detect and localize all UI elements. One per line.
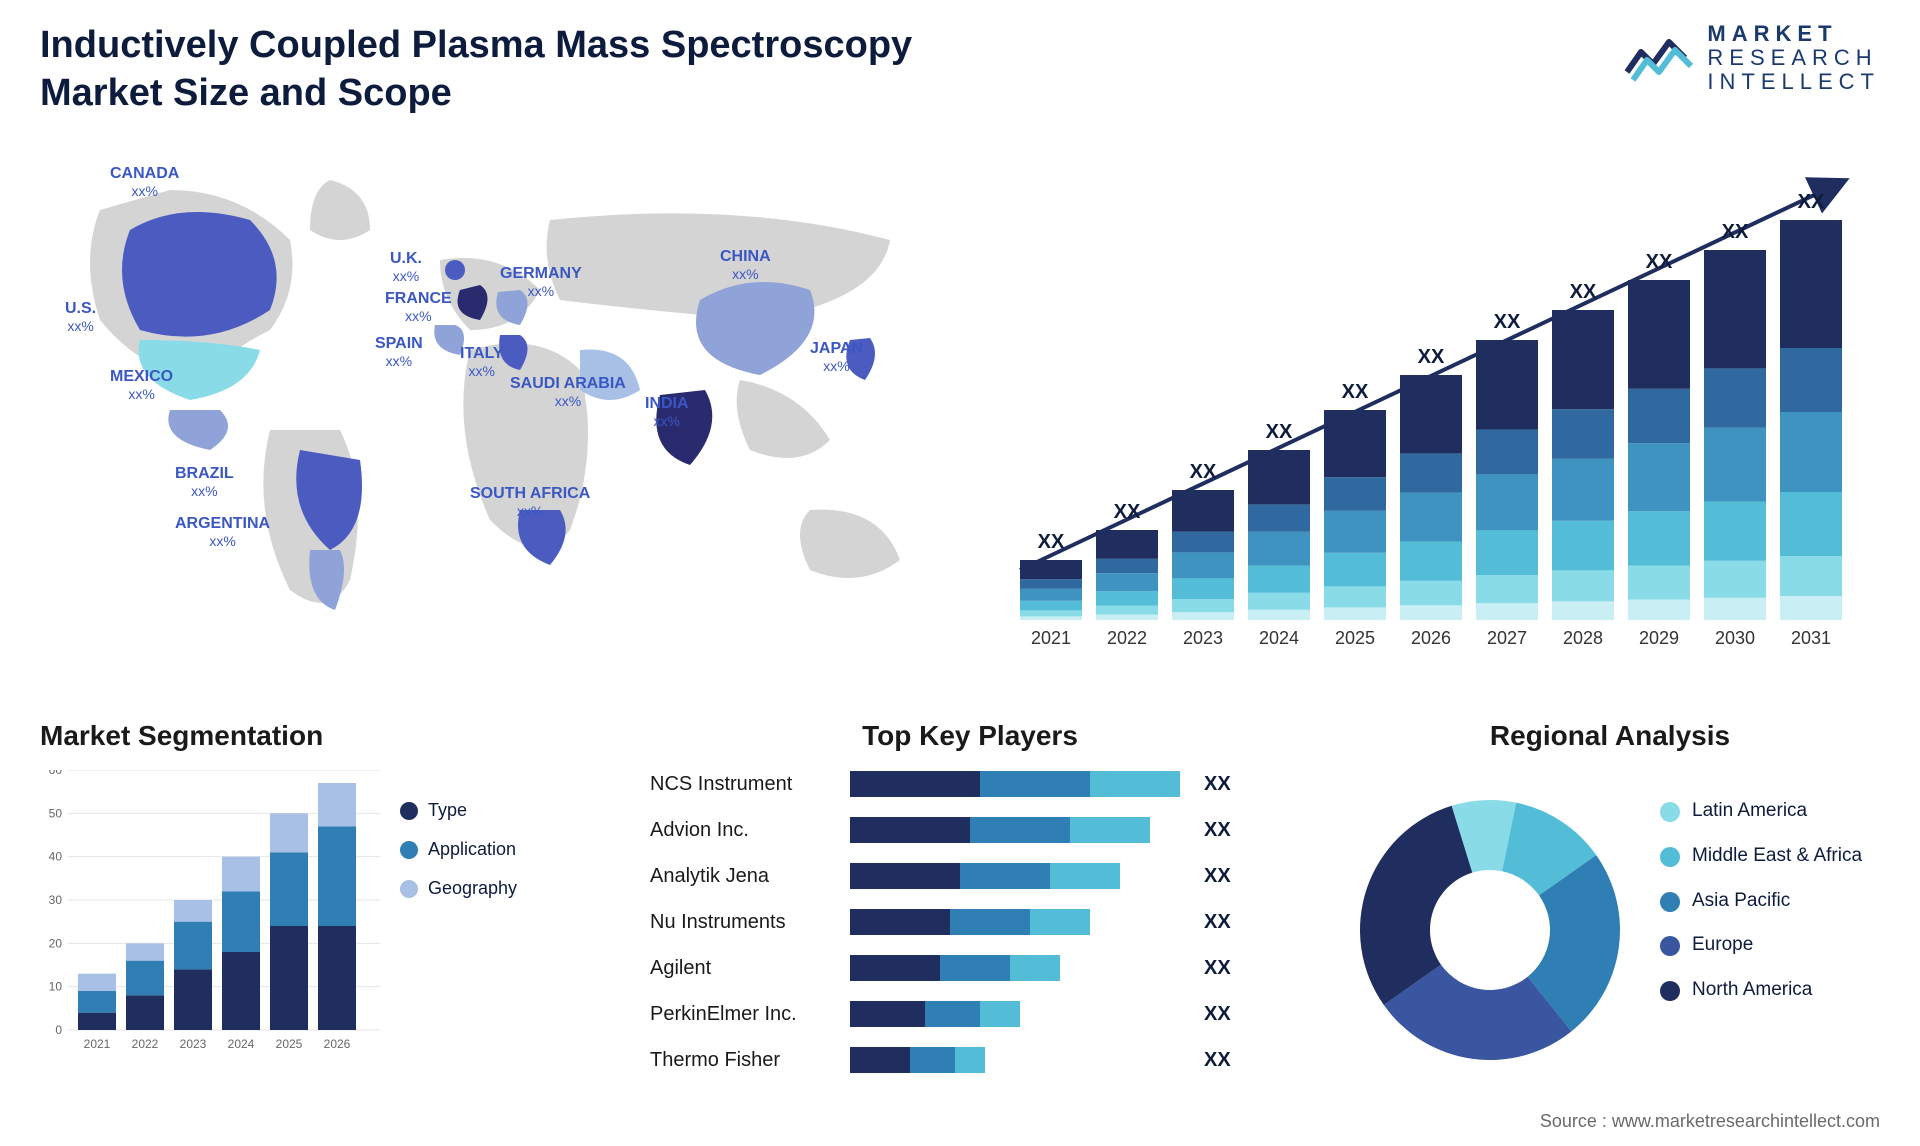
map-label-china: CHINAxx% (720, 248, 771, 282)
svg-text:2024: 2024 (1259, 628, 1299, 648)
map-label-u.k.: U.K.xx% (390, 250, 422, 284)
region-legend-latin-america: Latin America (1660, 800, 1862, 823)
svg-text:2022: 2022 (1107, 628, 1147, 648)
map-label-germany: GERMANYxx% (500, 265, 582, 299)
svg-text:2025: 2025 (276, 1037, 303, 1051)
region-legend-middle-east-africa: Middle East & Africa (1660, 845, 1862, 868)
top-key-players-panel: Top Key Players NCS InstrumentXX Advion I… (650, 720, 1290, 1090)
regional-title: Regional Analysis (1340, 720, 1880, 752)
svg-text:2022: 2022 (132, 1037, 159, 1051)
svg-text:2028: 2028 (1563, 628, 1603, 648)
seg-legend-type: Type (400, 800, 517, 821)
svg-text:XX: XX (1190, 461, 1217, 483)
svg-text:2031: 2031 (1791, 628, 1831, 648)
svg-text:2023: 2023 (1183, 628, 1223, 648)
seg-legend-geography: Geography (400, 878, 517, 899)
svg-text:2024: 2024 (228, 1037, 255, 1051)
region-legend-europe: Europe (1660, 934, 1862, 957)
svg-text:XX: XX (1798, 191, 1825, 213)
svg-text:2026: 2026 (1411, 628, 1451, 648)
svg-text:XX: XX (1266, 421, 1293, 443)
player-row: Thermo FisherXX (650, 1042, 1290, 1078)
svg-text:XX: XX (1342, 381, 1369, 403)
player-row: PerkinElmer Inc.XX (650, 996, 1290, 1032)
source-text: Source : www.marketresearchintellect.com (1540, 1111, 1880, 1132)
svg-text:XX: XX (1418, 346, 1445, 368)
player-row: NCS InstrumentXX (650, 766, 1290, 802)
map-label-canada: CANADAxx% (110, 165, 179, 199)
svg-text:2021: 2021 (1031, 628, 1071, 648)
svg-text:2021: 2021 (84, 1037, 111, 1051)
player-row: Nu InstrumentsXX (650, 904, 1290, 940)
logo-text-3: INTELLECT (1707, 70, 1880, 94)
svg-text:XX: XX (1722, 221, 1749, 243)
logo-text-1: MARKET (1707, 22, 1880, 46)
svg-text:10: 10 (49, 980, 63, 994)
regional-legend: Latin America Middle East & Africa Asia Pa… (1660, 800, 1862, 1024)
region-legend-north-america: North America (1660, 979, 1862, 1002)
svg-text:2030: 2030 (1715, 628, 1755, 648)
svg-text:2029: 2029 (1639, 628, 1679, 648)
market-segmentation-panel: Market Segmentation 0 10 20 30 40 50 60 2021 202… (40, 720, 600, 1090)
seg-legend-application: Application (400, 839, 517, 860)
svg-text:XX: XX (1038, 531, 1065, 553)
logo-text-2: RESEARCH (1707, 46, 1880, 70)
svg-text:50: 50 (49, 806, 63, 820)
svg-text:XX: XX (1570, 281, 1597, 303)
map-label-brazil: BRAZILxx% (175, 465, 234, 499)
player-row: AgilentXX (650, 950, 1290, 986)
region-legend-asia-pacific: Asia Pacific (1660, 890, 1862, 913)
map-label-spain: SPAINxx% (375, 335, 423, 369)
map-label-italy: ITALYxx% (460, 345, 504, 379)
players-title: Top Key Players (650, 720, 1290, 752)
map-label-india: INDIAxx% (645, 395, 689, 429)
player-row: Analytik JenaXX (650, 858, 1290, 894)
svg-text:2023: 2023 (180, 1037, 207, 1051)
map-label-u.s.: U.S.xx% (65, 300, 96, 334)
map-label-south-africa: SOUTH AFRICAxx% (470, 485, 590, 519)
svg-text:40: 40 (49, 850, 63, 864)
world-map (40, 150, 940, 670)
market-size-bar-chart: XX 2021 XX 2022 XX 2023 XX 2024 XX 2025 XX 2026 XX 20… (1000, 150, 1880, 670)
player-row: Advion Inc.XX (650, 812, 1290, 848)
map-label-argentina: ARGENTINAxx% (175, 515, 270, 549)
logo-icon (1623, 28, 1693, 88)
svg-text:XX: XX (1646, 251, 1673, 273)
svg-text:60: 60 (49, 770, 63, 777)
map-label-japan: JAPANxx% (810, 340, 863, 374)
svg-text:20: 20 (49, 936, 63, 950)
svg-text:XX: XX (1494, 311, 1521, 333)
world-map-panel: CANADAxx% U.S.xx% MEXICOxx% BRAZILxx% ARGENT… (40, 150, 940, 670)
segmentation-legend: Type Application Geography (400, 800, 517, 917)
map-label-france: FRANCExx% (385, 290, 452, 324)
svg-text:2025: 2025 (1335, 628, 1375, 648)
svg-text:2026: 2026 (324, 1037, 351, 1051)
svg-text:XX: XX (1114, 501, 1141, 523)
segmentation-title: Market Segmentation (40, 720, 600, 752)
page-title: Inductively Coupled Plasma Mass Spectros… (40, 22, 1020, 117)
svg-text:30: 30 (49, 893, 63, 907)
map-label-saudi-arabia: SAUDI ARABIAxx% (510, 375, 626, 409)
svg-text:2027: 2027 (1487, 628, 1527, 648)
regional-analysis-panel: Regional Analysis Latin America Middle Ea… (1340, 720, 1880, 1090)
svg-text:0: 0 (55, 1023, 62, 1037)
brand-logo: MARKET RESEARCH INTELLECT (1623, 22, 1880, 95)
map-label-mexico: MEXICOxx% (110, 368, 173, 402)
